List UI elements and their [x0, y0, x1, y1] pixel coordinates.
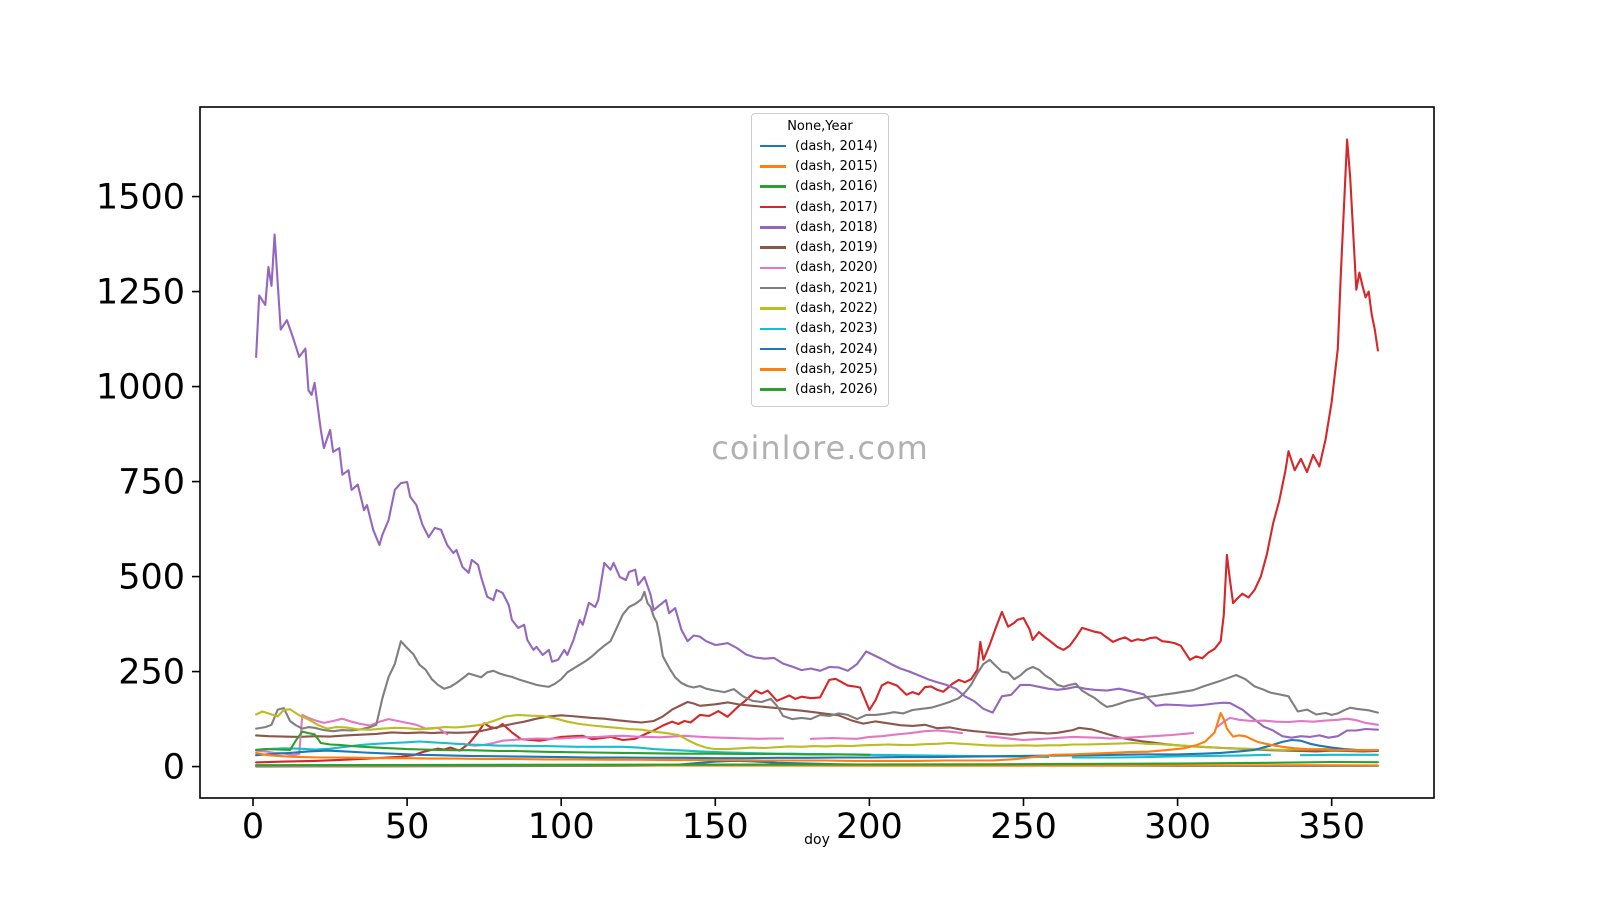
series-line-2016: [255, 760, 1379, 767]
legend-line-swatch: [760, 226, 786, 229]
series-line-2019: [255, 700, 1379, 753]
legend-item-2020: (dash, 2020): [752, 258, 888, 278]
legend-line-swatch: [760, 307, 786, 310]
series-line-2020: [255, 713, 1379, 757]
legend-line-swatch: [760, 347, 786, 351]
legend-line-swatch: [760, 246, 786, 249]
legend-item-label: (dash, 2019): [795, 240, 878, 256]
x-tick-label: 300: [1144, 807, 1211, 847]
legend-item-2024: (dash, 2024): [752, 339, 888, 359]
legend-item-2018: (dash, 2018): [752, 217, 888, 237]
x-tick-label: 50: [385, 807, 430, 847]
x-tick-label: 100: [528, 807, 595, 847]
legend-item-2019: (dash, 2019): [752, 237, 888, 257]
watermark: coinlore.com: [711, 429, 929, 467]
legend-item-label: (dash, 2023): [795, 321, 878, 337]
y-tick-label: 250: [118, 653, 185, 693]
legend-item-label: (dash, 2021): [795, 280, 878, 296]
legend-line-swatch: [760, 286, 786, 290]
legend-item-2014: (dash, 2014): [752, 136, 888, 156]
legend-item-2022: (dash, 2022): [752, 298, 888, 318]
legend-item-2016: (dash, 2016): [752, 177, 888, 197]
series-line-2021: [255, 590, 1379, 733]
legend: None,Year (dash, 2014) (dash, 2015) (dash,…: [751, 113, 889, 407]
y-tick-label: 1000: [96, 368, 185, 408]
legend-item-label: (dash, 2022): [795, 301, 878, 317]
legend-item-label: (dash, 2024): [795, 341, 878, 357]
legend-title: None,Year: [787, 119, 853, 134]
x-axis-label: doy: [804, 832, 830, 848]
series-line-2024: [255, 738, 1379, 760]
y-tick-label: 1500: [96, 178, 185, 218]
legend-item-2017: (dash, 2017): [752, 197, 888, 217]
series-line-2017: [255, 138, 1379, 764]
x-tick-label: 250: [990, 807, 1057, 847]
y-tick-label: 1250: [96, 273, 185, 313]
legend-line-swatch: [760, 368, 786, 371]
legend-line-swatch: [760, 185, 786, 188]
series-line-2025: [255, 711, 1379, 762]
legend-item-label: (dash, 2014): [795, 138, 878, 154]
series-line-2026: [255, 730, 871, 756]
legend-item-label: (dash, 2018): [795, 219, 878, 235]
legend-item-label: (dash, 2026): [795, 382, 878, 398]
plot-frame: [199, 106, 1435, 799]
x-tick-label: 0: [242, 807, 264, 847]
series-line-2018: [255, 233, 1379, 739]
x-tick-label: 200: [836, 807, 903, 847]
legend-line-swatch: [760, 266, 786, 270]
x-tick-label: 350: [1298, 807, 1365, 847]
legend-item-2023: (dash, 2023): [752, 319, 888, 339]
legend-item-2026: (dash, 2026): [752, 380, 888, 400]
y-tick-label: 750: [118, 463, 185, 503]
legend-item-2021: (dash, 2021): [752, 278, 888, 298]
legend-line-swatch: [760, 327, 786, 331]
legend-item-2025: (dash, 2025): [752, 359, 888, 379]
legend-item-2015: (dash, 2015): [752, 156, 888, 176]
legend-item-label: (dash, 2016): [795, 179, 878, 195]
series-line-2022: [255, 708, 1379, 752]
legend-item-label: (dash, 2017): [795, 199, 878, 215]
legend-item-label: (dash, 2015): [795, 158, 878, 174]
y-tick-label: 500: [118, 558, 185, 598]
legend-line-swatch: [760, 165, 786, 168]
legend-items: (dash, 2014) (dash, 2015) (dash, 2016) (das…: [752, 136, 888, 400]
legend-line-swatch: [760, 388, 786, 391]
legend-line-swatch: [760, 144, 786, 148]
legend-item-label: (dash, 2020): [795, 260, 878, 276]
legend-item-label: (dash, 2025): [795, 361, 878, 377]
x-tick-label: 150: [682, 807, 749, 847]
legend-line-swatch: [760, 205, 786, 209]
y-tick-label: 0: [163, 748, 185, 788]
